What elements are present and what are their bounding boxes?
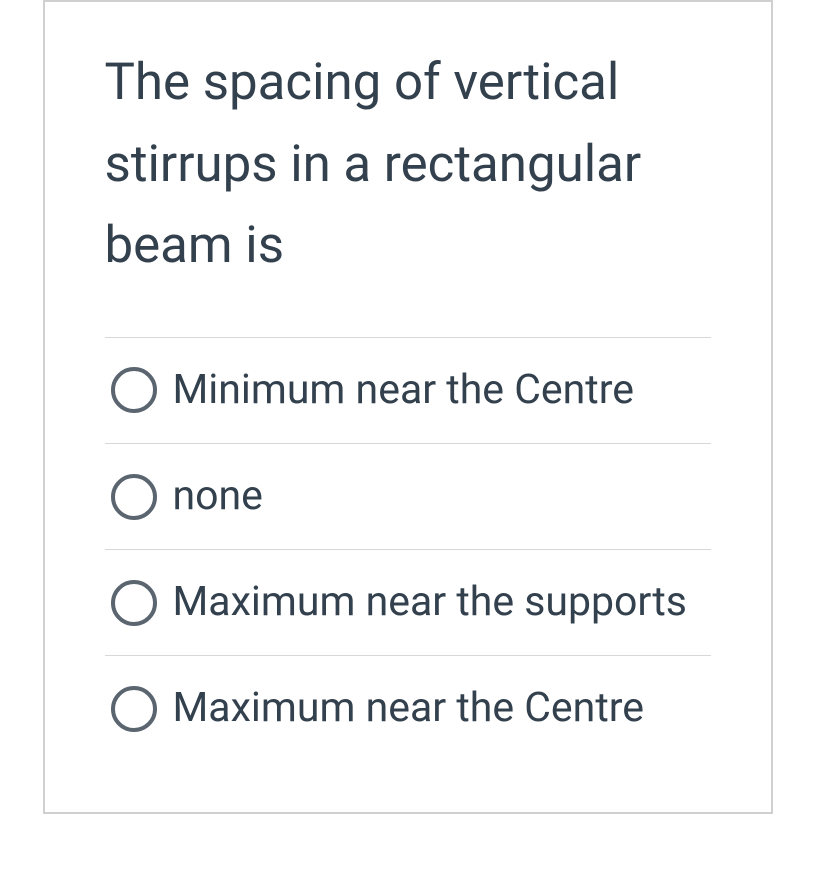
options-list: Minimum near the Centre none Maximum nea… [105,337,711,762]
question-card: The spacing of vertical stirrups in a re… [43,0,773,814]
radio-icon [111,474,157,520]
option-1[interactable]: none [105,444,711,550]
option-label: Maximum near the supports [173,578,687,627]
option-label: Maximum near the Centre [173,684,644,733]
option-label: none [173,472,263,521]
radio-icon [111,686,157,732]
radio-icon [111,367,157,413]
option-label: Minimum near the Centre [173,366,634,415]
option-2[interactable]: Maximum near the supports [105,550,711,656]
radio-icon [111,580,157,626]
option-3[interactable]: Maximum near the Centre [105,656,711,761]
question-text: The spacing of vertical stirrups in a re… [105,42,711,287]
option-0[interactable]: Minimum near the Centre [105,338,711,444]
